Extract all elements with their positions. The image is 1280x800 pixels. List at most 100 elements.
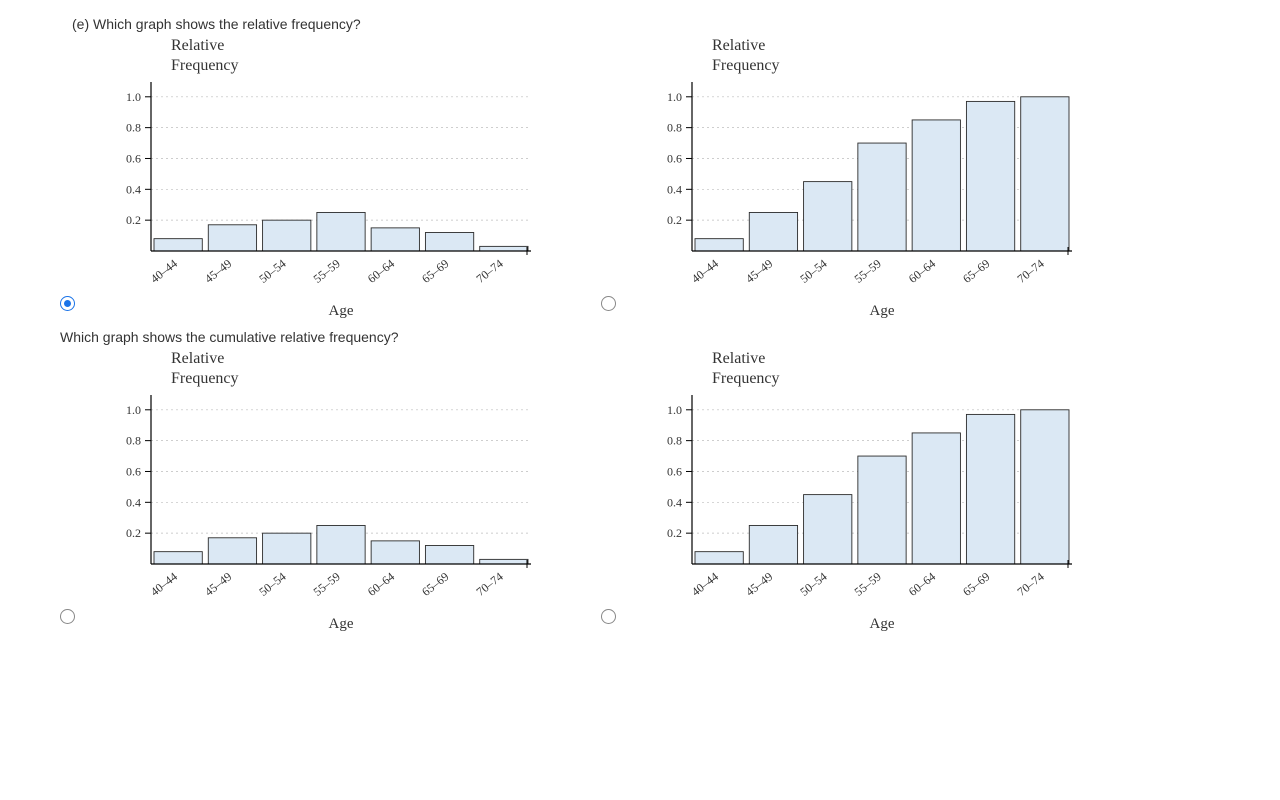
svg-text:40–44: 40–44: [689, 256, 721, 286]
chart-svg: 0.20.40.60.81.040–4445–4950–5455–5960–64…: [81, 389, 541, 634]
svg-text:0.8: 0.8: [667, 434, 682, 448]
bar: [858, 143, 906, 251]
svg-text:40–44: 40–44: [689, 569, 721, 599]
svg-text:60–64: 60–64: [365, 256, 397, 286]
bar: [154, 552, 202, 564]
svg-text:0.6: 0.6: [126, 464, 141, 478]
svg-text:0.6: 0.6: [126, 151, 141, 165]
y-axis-title: RelativeFrequency: [171, 349, 541, 389]
bar: [208, 225, 256, 251]
radio-e2[interactable]: [601, 296, 616, 311]
svg-text:70–74: 70–74: [473, 256, 505, 286]
svg-text:65–69: 65–69: [419, 256, 451, 286]
x-axis-label: Age: [870, 303, 895, 319]
svg-text:55–59: 55–59: [852, 569, 884, 599]
svg-text:65–69: 65–69: [960, 569, 992, 599]
svg-text:70–74: 70–74: [1014, 569, 1046, 599]
bar: [425, 545, 473, 564]
chart-e2: RelativeFrequency 0.2 0.4 0.6 0.8 1.0 40–44 45–…: [622, 36, 1082, 321]
bar: [425, 232, 473, 251]
svg-text:0.8: 0.8: [667, 121, 682, 135]
bar: [966, 414, 1014, 564]
svg-text:40–44: 40–44: [148, 256, 180, 286]
svg-text:1.0: 1.0: [667, 90, 682, 104]
bar: [263, 220, 311, 251]
bar: [804, 495, 852, 564]
chart-svg: 0.20.40.60.81.040–4445–4950–5455–5960–64…: [622, 389, 1082, 634]
bar: [208, 538, 256, 564]
svg-text:0.2: 0.2: [667, 213, 682, 227]
svg-text:55–59: 55–59: [311, 256, 343, 286]
svg-text:0.4: 0.4: [667, 182, 682, 196]
svg-text:0.2: 0.2: [126, 213, 141, 227]
chart-svg: 0.2 0.4 0.6 0.8 1.0 40–44 45–49 50–54 55–59 60–64…: [81, 76, 541, 321]
radio-c1[interactable]: [60, 609, 75, 624]
svg-text:40–44: 40–44: [148, 569, 180, 599]
y-axis-title: RelativeFrequency: [712, 349, 1082, 389]
bar: [154, 239, 202, 251]
bar: [858, 456, 906, 564]
bar: [371, 228, 419, 251]
x-axis-label: Age: [329, 303, 354, 319]
option-c1: RelativeFrequency 0.2 0.4 0.6 0.8 1.0 40–44 45–…: [60, 349, 541, 634]
svg-text:70–74: 70–74: [1014, 256, 1046, 286]
bar: [749, 525, 797, 564]
x-axis-label: Age: [870, 616, 895, 632]
radio-c2[interactable]: [601, 609, 616, 624]
x-axis-label: Age: [329, 616, 354, 632]
bar: [371, 541, 419, 564]
bar: [912, 433, 960, 564]
bar: [912, 120, 960, 251]
bar: [317, 525, 365, 564]
option-e2: RelativeFrequency 0.2 0.4 0.6 0.8 1.0 40–44 45–…: [601, 36, 1082, 321]
chart-c1: RelativeFrequency 0.2 0.4 0.6 0.8 1.0 40–44 45–…: [81, 349, 541, 634]
bar: [263, 533, 311, 564]
option-e1: RelativeFrequency 0.2 0.4 0.6 0.8 1.0 40–44 45–…: [60, 36, 541, 321]
row-e: RelativeFrequency 0.2 0.4 0.6 0.8 1.0 40–44 45–…: [60, 36, 1220, 321]
svg-text:45–49: 45–49: [202, 569, 234, 599]
svg-text:0.4: 0.4: [126, 182, 141, 196]
bar: [695, 552, 743, 564]
page: (e) Which graph shows the relative frequ…: [0, 0, 1280, 652]
svg-text:0.6: 0.6: [667, 464, 682, 478]
radio-e1[interactable]: [60, 296, 75, 311]
svg-text:50–54: 50–54: [256, 256, 288, 286]
bar: [480, 246, 528, 251]
svg-text:55–59: 55–59: [852, 256, 884, 286]
bar: [480, 559, 528, 564]
svg-text:0.8: 0.8: [126, 121, 141, 135]
bar: [804, 182, 852, 251]
bar: [749, 212, 797, 251]
y-axis-title: RelativeFrequency: [171, 36, 541, 76]
question-e: (e) Which graph shows the relative frequ…: [72, 16, 1220, 32]
svg-text:1.0: 1.0: [126, 90, 141, 104]
svg-text:0.2: 0.2: [667, 526, 682, 540]
svg-text:0.2: 0.2: [126, 526, 141, 540]
svg-text:60–64: 60–64: [906, 256, 938, 286]
svg-text:45–49: 45–49: [743, 256, 775, 286]
bar: [1021, 410, 1069, 564]
bar: [317, 212, 365, 251]
svg-text:1.0: 1.0: [126, 403, 141, 417]
svg-text:60–64: 60–64: [365, 569, 397, 599]
svg-text:0.4: 0.4: [667, 495, 682, 509]
svg-text:1.0: 1.0: [667, 403, 682, 417]
svg-text:0.6: 0.6: [667, 151, 682, 165]
bar: [1021, 97, 1069, 251]
chart-e1: RelativeFrequency 0.2 0.4 0.6 0.8 1.0 40–44 45–…: [81, 36, 541, 321]
chart-c2: RelativeFrequency 0.2 0.4 0.6 0.8 1.0 40–44 45–…: [622, 349, 1082, 634]
y-axis-title: RelativeFrequency: [712, 36, 1082, 76]
chart-svg: 0.2 0.4 0.6 0.8 1.0 40–44 45–49 50–54 55–59 60–64…: [622, 76, 1082, 321]
svg-text:0.4: 0.4: [126, 495, 141, 509]
row-cum: RelativeFrequency 0.2 0.4 0.6 0.8 1.0 40–44 45–…: [60, 349, 1220, 634]
svg-text:60–64: 60–64: [906, 569, 938, 599]
bar: [695, 239, 743, 251]
svg-text:0.8: 0.8: [126, 434, 141, 448]
svg-text:45–49: 45–49: [202, 256, 234, 286]
svg-text:45–49: 45–49: [743, 569, 775, 599]
bar: [966, 101, 1014, 251]
svg-text:50–54: 50–54: [797, 256, 829, 286]
option-c2: RelativeFrequency 0.2 0.4 0.6 0.8 1.0 40–44 45–…: [601, 349, 1082, 634]
svg-text:65–69: 65–69: [419, 569, 451, 599]
question-cumulative: Which graph shows the cumulative relativ…: [60, 329, 1220, 345]
